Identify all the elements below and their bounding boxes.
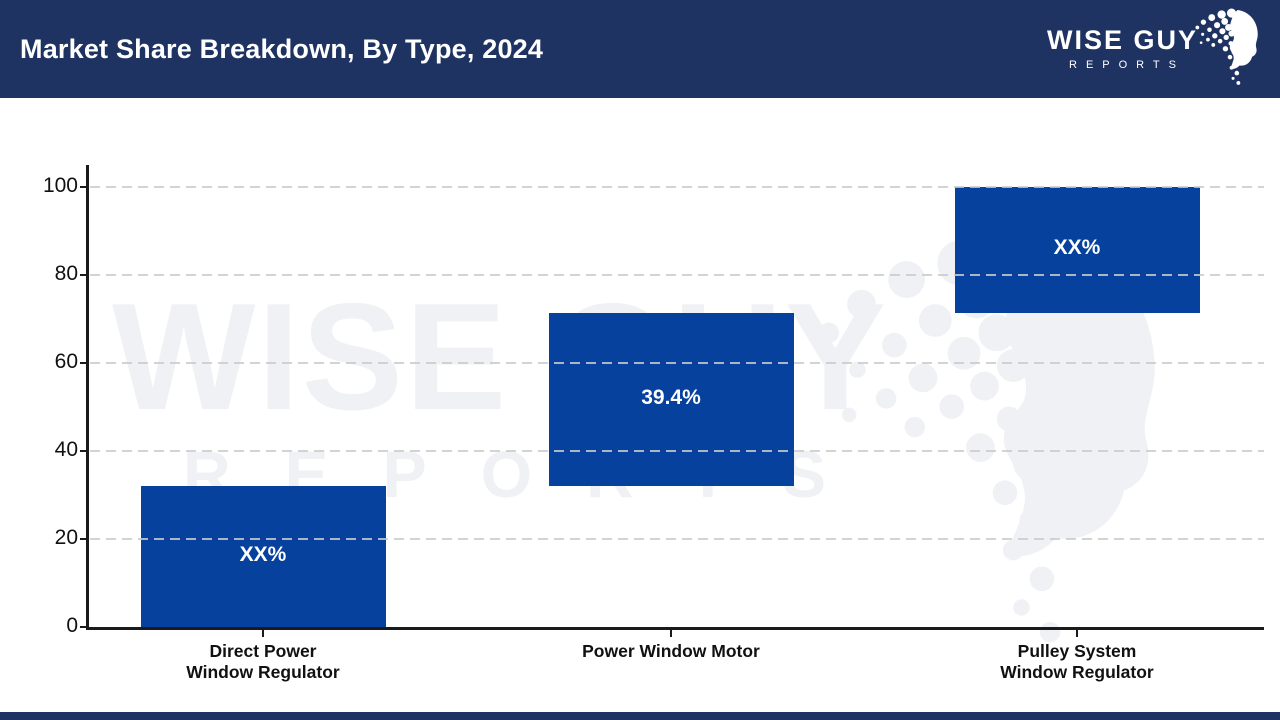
bar-segment-3 bbox=[954, 187, 1200, 313]
y-axis-tick-label: 40 bbox=[54, 438, 78, 461]
footer-bar bbox=[0, 712, 1280, 720]
logo-wordmark: WISE GUY bbox=[1046, 25, 1198, 55]
x-axis-category-line: Direct Power bbox=[209, 641, 317, 661]
y-axis-line bbox=[86, 165, 89, 629]
gridline-y60 bbox=[90, 362, 1264, 364]
x-axis-category-line: Window Regulator bbox=[186, 662, 340, 682]
x-axis-category-line: Power Window Motor bbox=[582, 641, 760, 661]
y-axis-tick bbox=[80, 538, 88, 540]
y-axis-tick-label: 0 bbox=[66, 614, 78, 637]
y-axis-tick bbox=[80, 186, 88, 188]
x-axis-tick bbox=[670, 629, 672, 637]
bar-value-label: XX% bbox=[239, 542, 287, 566]
x-axis-tick bbox=[262, 629, 264, 637]
x-axis-category-line: Window Regulator bbox=[1000, 662, 1154, 682]
y-axis-tick bbox=[80, 450, 88, 452]
x-axis-category-label: Power Window Motor bbox=[501, 641, 841, 662]
y-axis-tick-label: 80 bbox=[54, 262, 78, 285]
chart-area: WISE GUY REPORTS 0 20 40 60 80 100 XX% 39.4% XX%… bbox=[0, 98, 1280, 712]
y-axis-tick bbox=[80, 274, 88, 276]
gridline-y20 bbox=[90, 538, 1264, 540]
brand-logo-text: WISE GUY REPORTS bbox=[1047, 25, 1198, 71]
logo-subtext: REPORTS bbox=[1069, 59, 1185, 71]
brand-logo: WISE GUY REPORTS bbox=[1047, 6, 1268, 90]
plot: 0 20 40 60 80 100 XX% 39.4% XX% Direct Power Windo… bbox=[0, 98, 1280, 712]
x-axis-category-label: Pulley System Window Regulator bbox=[907, 641, 1247, 683]
bar-segment-2 bbox=[548, 312, 794, 487]
x-axis-category-line: Pulley System bbox=[1017, 641, 1137, 661]
x-axis-tick bbox=[1076, 629, 1078, 637]
y-axis-tick-label: 100 bbox=[42, 174, 78, 197]
gridline-y80 bbox=[90, 274, 1264, 276]
page-title: Market Share Breakdown, By Type, 2024 bbox=[20, 33, 544, 64]
bar-segment-1 bbox=[140, 486, 386, 627]
x-axis-line bbox=[86, 627, 1264, 630]
x-axis-category-label: Direct Power Window Regulator bbox=[93, 641, 433, 683]
bar-value-label: XX% bbox=[1053, 235, 1101, 259]
y-axis-tick bbox=[80, 362, 88, 364]
y-axis-tick bbox=[80, 626, 88, 628]
gridline-y100 bbox=[90, 186, 1264, 188]
logo-face-icon bbox=[1195, 8, 1258, 85]
y-axis-tick-label: 20 bbox=[54, 526, 78, 549]
bar-value-label: 39.4% bbox=[641, 385, 701, 409]
y-axis-tick-label: 60 bbox=[54, 350, 78, 373]
gridline-y40 bbox=[90, 450, 1264, 452]
header: Market Share Breakdown, By Type, 2024 WI… bbox=[0, 0, 1280, 98]
